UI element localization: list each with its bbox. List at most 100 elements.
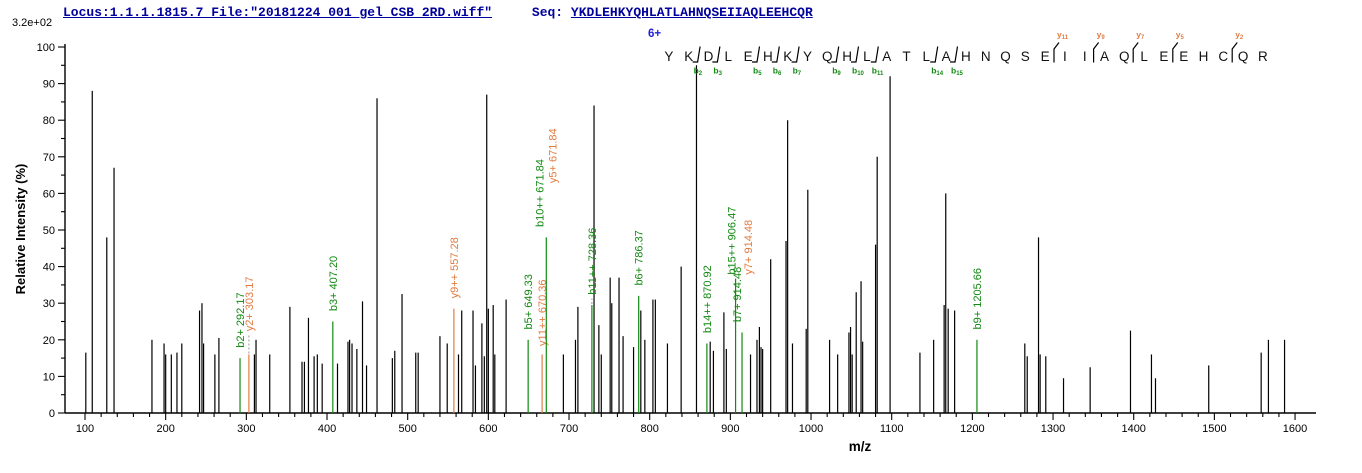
svg-text:0: 0 (49, 408, 55, 420)
residue-letter: Q (822, 49, 833, 64)
y-ion-cleavage-mark (1053, 42, 1060, 63)
peaks (85, 65, 1286, 413)
residue-letter: I (1063, 49, 1067, 64)
residue-letter: C (1218, 49, 1228, 64)
ion-peak-label: b2+ 292.17 (235, 292, 247, 347)
ion-peak-label: y11++ 670.36 (537, 279, 549, 345)
residue-letter: A (942, 49, 951, 64)
y-ion-cleavage-mark (1231, 42, 1238, 63)
ion-peak-label: y2+ 303.17 (244, 277, 256, 332)
y-ion-cleavage-mark (1132, 42, 1139, 63)
svg-text:50: 50 (43, 225, 55, 237)
ion-peak-label: y9++ 557.28 (449, 237, 461, 298)
svg-text:500: 500 (399, 423, 417, 435)
ion-peak-label: b3+ 407.20 (328, 256, 340, 311)
b-ion-cleavage-mark (870, 46, 879, 63)
residue-letter: E (1041, 49, 1050, 64)
b-ion-mark-label: b3 (713, 66, 722, 78)
svg-text:1600: 1600 (1283, 423, 1307, 435)
ion-peak-label: y7+ 914.48 (743, 220, 755, 275)
residue-letter: E (1179, 49, 1188, 64)
svg-text:80: 80 (43, 115, 55, 127)
b-ion-mark-label: b11 (872, 66, 884, 78)
svg-text:1000: 1000 (799, 423, 823, 435)
ion-peak-label: b10++ 671.84 (534, 159, 546, 227)
svg-text:1300: 1300 (1041, 423, 1065, 435)
residue-letter: Y (803, 49, 812, 64)
residue-letter: L (1140, 49, 1148, 64)
residue-letter: H (763, 49, 773, 64)
svg-text:60: 60 (43, 188, 55, 200)
residue-letter: N (981, 49, 991, 64)
b-ion-mark-label: b5 (753, 66, 762, 78)
residue-letter: D (704, 49, 714, 64)
svg-text:900: 900 (721, 423, 739, 435)
b-ion-mark-label: b15 (951, 66, 964, 78)
svg-text:100: 100 (76, 423, 94, 435)
seq-label: Seq: (531, 5, 564, 20)
y-axis-title: Relative Intensity (%) (13, 164, 28, 295)
svg-text:20: 20 (43, 335, 55, 347)
residue-letter: L (725, 49, 733, 64)
residue-letter: A (1100, 49, 1109, 64)
b-ion-mark-label: b14 (931, 66, 944, 78)
residue-letter: A (882, 49, 891, 64)
y-ion-mark-label: y2 (1235, 30, 1244, 42)
residue-letter: T (902, 49, 910, 64)
residue-letter: H (961, 49, 971, 64)
ion-peak-label: b15++ 906.47 (727, 207, 739, 275)
svg-text:600: 600 (479, 423, 497, 435)
ion-peak-label: y5+ 671.84 (547, 128, 559, 183)
x-axis-title: m/z (849, 439, 872, 454)
b-ion-mark-label: b9 (832, 66, 841, 78)
svg-text:300: 300 (237, 423, 255, 435)
axis-tick-labels: 100 200 300 400 500 600 700 800 900 1000 1100 1200 1… (37, 42, 1308, 435)
svg-text:90: 90 (43, 79, 55, 91)
b-ion-mark-label: b6 (773, 66, 782, 78)
peptide-sequence-text: YKDLEHKYQHLATLAHNQSEIIAQLEEHCQR (570, 5, 813, 20)
b-ion-cleavage-mark (692, 46, 701, 63)
b-ion-mark-label: b7 (793, 66, 802, 78)
svg-text:40: 40 (43, 262, 55, 274)
residue-letter: H (842, 49, 852, 64)
b-ion-cleavage-mark (771, 46, 780, 63)
b-ion-mark-label: b2 (694, 66, 703, 78)
svg-text:70: 70 (43, 152, 55, 164)
b-ion-cleavage-mark (791, 46, 800, 63)
b-ion-cleavage-mark (950, 46, 959, 63)
y-ion-mark-label: y7 (1136, 30, 1145, 42)
residue-letter: E (744, 49, 753, 64)
svg-text:1500: 1500 (1202, 423, 1226, 435)
spectrum-header: Locus:1.1.1.1815.7 File:"20181224_001_ge… (63, 5, 813, 20)
intensity-scale-note: 3.2e+02 (12, 17, 52, 29)
svg-text:100: 100 (37, 42, 55, 54)
svg-text:800: 800 (641, 423, 659, 435)
residue-letter: H (1199, 49, 1209, 64)
sequence-display: 6+Y K D L E H K Y Q H L A T L A H N Q S E I I A Q L E E H C Q Rb2 b3 b5 b… (648, 28, 1268, 77)
y-ion-cleavage-mark (1172, 42, 1179, 63)
svg-text:700: 700 (560, 423, 578, 435)
ion-peak-label: b6+ 786.37 (634, 230, 646, 285)
ion-peak-label: b9+ 1205.66 (972, 268, 984, 329)
b-ion-cleavage-mark (930, 46, 939, 63)
ion-peak-label: b11++ 728.36 (587, 228, 599, 295)
residue-letter: L (863, 49, 871, 64)
residue-letter: R (1258, 49, 1268, 64)
svg-text:30: 30 (43, 298, 55, 310)
svg-text:1100: 1100 (880, 423, 904, 435)
y-ion-mark-label: y11 (1057, 30, 1069, 42)
precursor-charge-label: 6+ (648, 28, 661, 40)
residue-letter: Q (1000, 49, 1011, 64)
residue-letter: L (923, 49, 931, 64)
b-ion-cleavage-mark (712, 46, 721, 63)
axes (64, 44, 1316, 414)
residue-letter: Q (1119, 49, 1130, 64)
b-ion-mark-label: b10 (852, 66, 865, 78)
y-ion-cleavage-mark (1092, 42, 1100, 63)
residue-letter: Y (664, 49, 673, 64)
residue-letter: K (684, 49, 693, 64)
residue-letter: I (1083, 49, 1087, 64)
